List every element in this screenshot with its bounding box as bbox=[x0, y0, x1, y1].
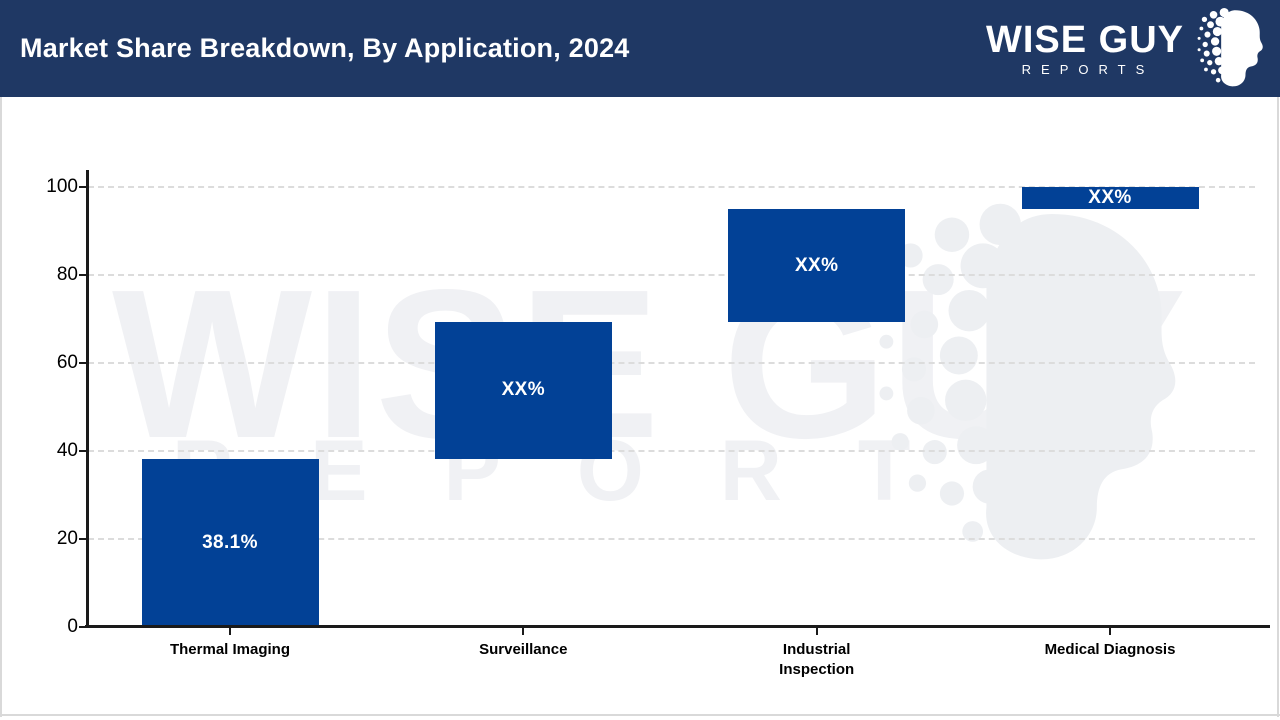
y-tick-label-0: 0 bbox=[67, 616, 78, 637]
y-tick-40 bbox=[79, 450, 88, 452]
y-tick-label-20: 20 bbox=[56, 528, 78, 549]
y-tick-label-80: 80 bbox=[56, 264, 78, 285]
y-tick-20 bbox=[79, 538, 88, 540]
bar-value-label: XX% bbox=[794, 254, 839, 276]
bar-medical-diagnosis: XX% bbox=[1021, 187, 1199, 209]
bar-value-label: 38.1% bbox=[202, 532, 258, 554]
y-tick-label-100: 100 bbox=[46, 176, 78, 197]
bar-value-label: XX% bbox=[1088, 187, 1132, 208]
brand-subtitle: REPORTS bbox=[1021, 62, 1155, 77]
category-label-line: Medical Diagnosis bbox=[1044, 641, 1176, 658]
gridline-40 bbox=[88, 450, 1255, 452]
frame-right-border bbox=[1277, 97, 1279, 717]
y-tick-label-40: 40 bbox=[56, 440, 78, 461]
brand-name: WISE GUY bbox=[985, 19, 1184, 61]
page-title: Market Share Breakdown, By Application, … bbox=[20, 33, 630, 63]
brand-logo: WISE GUY REPORTS bbox=[986, 7, 1266, 91]
y-axis-spine bbox=[86, 170, 89, 627]
bar-thermal-imaging: 38.1% bbox=[141, 459, 319, 627]
category-label-line: Inspection bbox=[779, 661, 855, 679]
category-label-3: Industrial Inspection bbox=[707, 640, 927, 681]
header-bar: Market Share Breakdown, By Application, … bbox=[0, 0, 1280, 97]
category-label-1: Thermal Imaging bbox=[120, 640, 340, 660]
x-axis-spine bbox=[85, 625, 1270, 628]
gridline-100 bbox=[88, 186, 1255, 188]
category-label-line: Thermal Imaging bbox=[169, 641, 291, 658]
gridline-60 bbox=[88, 362, 1255, 364]
y-tick-label-60: 60 bbox=[56, 352, 78, 373]
gridline-80 bbox=[88, 274, 1255, 276]
y-tick-100 bbox=[79, 186, 88, 188]
y-tick-80 bbox=[79, 274, 88, 276]
bar-industrial-inspection: XX% bbox=[728, 209, 906, 322]
y-tick-0 bbox=[79, 626, 88, 628]
frame-bottom-border bbox=[0, 714, 1280, 716]
category-label-line: Surveillance bbox=[479, 641, 568, 658]
x-tick-3 bbox=[815, 627, 818, 635]
category-label-2: Surveillance bbox=[413, 640, 633, 660]
category-label-line: Industrial bbox=[782, 641, 851, 658]
x-tick-4 bbox=[1109, 627, 1111, 635]
bar-surveillance: XX% bbox=[434, 321, 612, 460]
y-tick-60 bbox=[79, 362, 88, 364]
frame-left-border bbox=[0, 97, 2, 717]
gridline-20 bbox=[88, 538, 1255, 540]
category-label-4: Medical Diagnosis bbox=[1000, 640, 1220, 660]
dotted-head-profile-icon bbox=[1190, 7, 1266, 91]
brand-logo-text: WISE GUY REPORTS bbox=[986, 21, 1184, 76]
x-tick-1 bbox=[229, 627, 231, 635]
x-tick-2 bbox=[522, 627, 525, 635]
bar-value-label: XX% bbox=[501, 379, 546, 401]
